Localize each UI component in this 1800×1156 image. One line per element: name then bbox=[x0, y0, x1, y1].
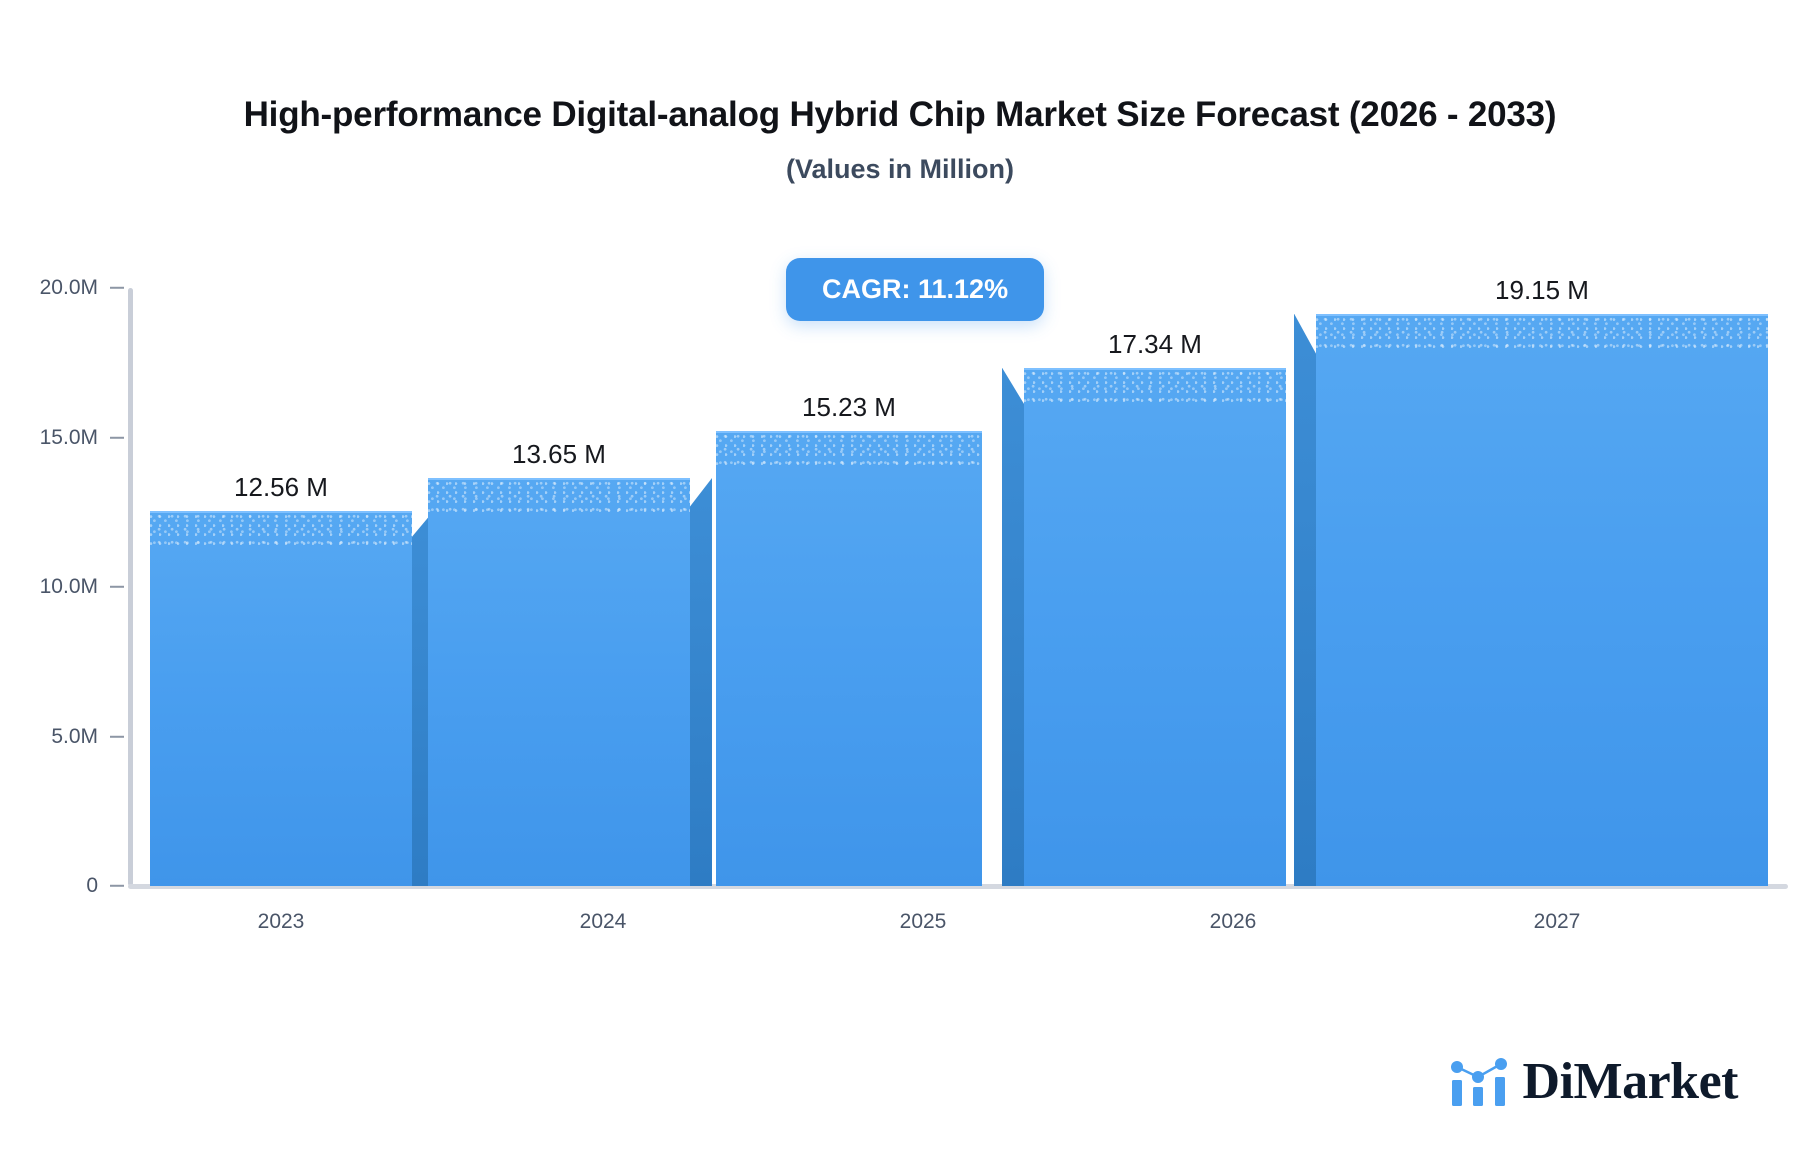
bar-2023[interactable] bbox=[150, 510, 434, 886]
bar-group-2023[interactable]: 12.56 M bbox=[150, 288, 434, 886]
y-axis-tick-label: 15.0M bbox=[39, 425, 98, 449]
bar-face bbox=[716, 430, 982, 886]
page-title: High-performance Digital-analog Hybrid C… bbox=[243, 95, 1557, 134]
y-axis-tick: 20.0M bbox=[0, 276, 124, 300]
x-axis-line bbox=[128, 884, 1788, 889]
x-axis-label-2026: 2026 bbox=[1209, 910, 1257, 933]
bar-face bbox=[150, 510, 412, 886]
y-axis-tick-label: 20.0M bbox=[39, 276, 98, 300]
brand-logo: DiMarket bbox=[1449, 1053, 1739, 1110]
y-axis-tick: 0 bbox=[0, 874, 124, 898]
x-axis-label-2023: 2023 bbox=[257, 910, 305, 933]
bar-2025[interactable] bbox=[716, 430, 982, 886]
bar-face bbox=[428, 478, 690, 886]
bar-side-panel bbox=[690, 478, 712, 886]
y-axis-tick-label: 5.0M bbox=[51, 724, 98, 748]
x-axis-label-2024: 2024 bbox=[579, 910, 627, 933]
x-axis-label-2027: 2027 bbox=[1533, 910, 1581, 933]
y-axis-tick-mark bbox=[110, 436, 124, 439]
y-axis-tick-mark bbox=[110, 735, 124, 738]
bar-group-2024[interactable]: 13.65 M bbox=[428, 288, 712, 886]
brand-name: DiMarket bbox=[1522, 1053, 1739, 1110]
bar-face bbox=[1024, 367, 1286, 886]
bar-value-label: 12.56 M bbox=[234, 472, 328, 502]
y-axis-tick-label: 0 bbox=[86, 874, 98, 898]
chart-subtitle: (Values in Million) bbox=[785, 153, 1015, 184]
y-axis-line bbox=[128, 288, 133, 886]
bar-group-2027[interactable]: 19.15 M bbox=[1294, 275, 1768, 886]
y-axis-tick-mark bbox=[110, 287, 124, 290]
bar-value-label: 19.15 M bbox=[1495, 275, 1589, 305]
y-axis-tick: 10.0M bbox=[0, 575, 124, 599]
y-axis-tick: 5.0M bbox=[0, 724, 124, 748]
y-axis-tick: 15.0M bbox=[0, 425, 124, 449]
bar-value-label: 15.23 M bbox=[802, 392, 896, 422]
bar-group-2025[interactable]: 15.23 M bbox=[716, 288, 982, 886]
bar-chart-logo-icon bbox=[1450, 1058, 1507, 1106]
bar-face bbox=[1316, 313, 1768, 886]
cagr-badge: CAGR: 11.12% bbox=[786, 258, 1045, 321]
bar-side-panel bbox=[1294, 313, 1316, 886]
bar-2027[interactable] bbox=[1294, 313, 1768, 886]
y-axis-tick-mark bbox=[110, 586, 124, 589]
y-axis-tick-mark bbox=[110, 885, 124, 888]
bar-series: 12.56 M 13.65 M 15.23 M 17.34 M bbox=[128, 275, 1788, 886]
bar-2026[interactable] bbox=[1002, 367, 1286, 886]
y-axis-tick-label: 10.0M bbox=[39, 575, 98, 599]
bar-side-panel bbox=[1002, 367, 1024, 886]
bar-value-label: 17.34 M bbox=[1108, 329, 1202, 359]
bar-value-label: 13.65 M bbox=[512, 439, 606, 469]
x-axis-label-2025: 2025 bbox=[899, 910, 947, 933]
bar-2024[interactable] bbox=[428, 478, 712, 886]
chart-header: High-performance Digital-analog Hybrid C… bbox=[0, 0, 1800, 184]
bar-group-2026[interactable]: 17.34 M bbox=[1002, 288, 1286, 886]
